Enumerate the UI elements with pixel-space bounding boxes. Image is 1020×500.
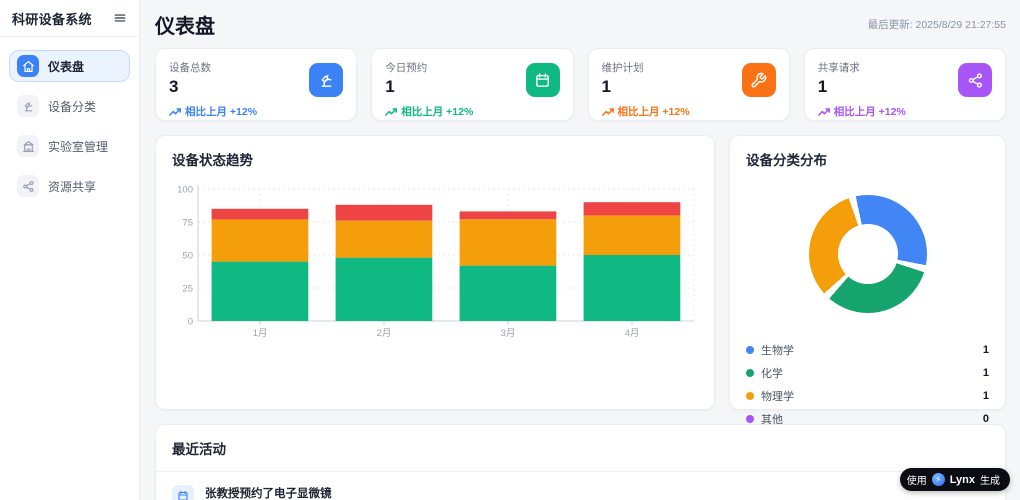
svg-text:50: 50	[182, 251, 193, 262]
legend-item-chemistry: 化学 1	[746, 361, 989, 384]
stat-trend-text: 相比上月 +12%	[833, 106, 906, 118]
app-title: 科研设备系统	[12, 11, 92, 27]
stat-value: 1	[385, 77, 395, 96]
stat-trend: 相比上月 +12%	[169, 104, 343, 119]
activity-item[interactable]: 张教授预约了电子显微镜 10分钟前	[156, 472, 1005, 500]
legend-label: 其他	[761, 413, 783, 426]
stat-value: 1	[817, 77, 828, 96]
recent-activity-card: 最近活动 张教授预约了电子显微镜 10分钟前	[155, 424, 1006, 500]
stat-label: 维护计划	[601, 62, 644, 74]
sidebar-nav: 仪表盘 设备分类 实验室管理 资源共享	[0, 37, 139, 223]
calendar-icon	[525, 63, 560, 97]
badge-prefix: 使用	[906, 476, 927, 487]
legend-dot	[746, 391, 754, 400]
legend-item-biology: 生物学 1	[746, 338, 989, 361]
legend-value: 1	[982, 389, 989, 402]
sidebar: 科研设备系统 仪表盘 设备分类 实验室管理 资源共享	[0, 0, 140, 500]
stat-card-share-requests: 共享请求 1 相比上月 +12%	[803, 48, 1006, 121]
sidebar-item-dashboard[interactable]: 仪表盘	[9, 50, 130, 82]
sidebar-item-resource-sharing[interactable]: 资源共享	[9, 170, 130, 202]
badge-suffix: 生成	[980, 476, 1000, 487]
legend-dot	[746, 345, 754, 354]
page-header: 仪表盘 最后更新: 2025/8/29 21:27:55	[155, 10, 1006, 39]
stats-row: 设备总数 3 相比上月 +12% 今日预约 1 相比上月 +12% 维护计划 1	[155, 48, 1006, 121]
home-icon	[17, 55, 39, 77]
share-icon	[17, 175, 39, 197]
badge-brand: Lynx	[949, 473, 975, 486]
legend-label: 生物学	[761, 344, 794, 357]
stat-value: 3	[169, 77, 179, 96]
recent-activity-title: 最近活动	[156, 425, 1005, 472]
stat-label: 今日预约	[385, 62, 428, 74]
trending-up-icon	[601, 107, 614, 117]
donut-chart-title: 设备分类分布	[746, 153, 827, 168]
last-updated-text: 最后更新: 2025/8/29 21:27:55	[867, 19, 1006, 31]
menu-toggle-icon[interactable]	[113, 11, 127, 25]
bar-chart-title: 设备状态趋势	[172, 153, 253, 168]
legend-label: 物理学	[761, 390, 794, 403]
share-icon	[958, 63, 992, 97]
legend-value: 0	[982, 412, 989, 425]
trending-up-icon	[169, 107, 181, 117]
svg-text:4月: 4月	[625, 328, 640, 339]
legend-value: 1	[982, 366, 989, 379]
calendar-icon	[172, 485, 194, 500]
svg-text:100: 100	[177, 185, 193, 196]
svg-text:1月: 1月	[253, 328, 268, 339]
microscope-icon	[17, 95, 39, 117]
sidebar-item-device-categories[interactable]: 设备分类	[9, 90, 130, 122]
sidebar-item-lab-management[interactable]: 实验室管理	[9, 130, 130, 162]
stat-card-total-devices: 设备总数 3 相比上月 +12%	[155, 48, 358, 121]
activity-text: 张教授预约了电子显微镜	[205, 488, 332, 500]
trending-up-icon	[817, 107, 830, 117]
svg-text:3月: 3月	[501, 328, 516, 339]
sidebar-item-label: 设备分类	[48, 99, 97, 114]
stat-trend-text: 相比上月 +12%	[185, 106, 258, 118]
svg-text:25: 25	[182, 284, 193, 295]
stat-trend-text: 相比上月 +12%	[617, 106, 690, 118]
stat-trend-text: 相比上月 +12%	[401, 106, 474, 118]
device-status-trend-card: 设备状态趋势 0 25 50 75 100 1月 2月 3月 4月	[155, 135, 715, 410]
stat-value: 1	[601, 77, 611, 96]
charts-row: 设备状态趋势 0 25 50 75 100 1月 2月 3月 4月 设备分类分布 生物学 1 化…	[155, 135, 1006, 426]
legend-label: 化学	[761, 367, 783, 380]
stat-trend: 相比上月 +12%	[601, 104, 776, 119]
trending-up-icon	[385, 107, 398, 117]
legend-item-physics: 物理学 1	[746, 384, 989, 407]
donut-legend: 生物学 1 化学 1 物理学 1 其他 0	[746, 338, 989, 430]
svg-text:2月: 2月	[377, 328, 392, 339]
wrench-icon	[741, 63, 776, 97]
bar-chart: 0 25 50 75 100 1月 2月 3月 4月	[177, 185, 695, 339]
donut-hole	[837, 224, 898, 284]
stat-card-maintenance-plans: 维护计划 1 相比上月 +12%	[587, 48, 790, 121]
stat-trend: 相比上月 +12%	[817, 104, 992, 119]
legend-dot	[746, 414, 754, 423]
sidebar-item-label: 实验室管理	[48, 139, 109, 154]
svg-text:0: 0	[188, 317, 193, 328]
sidebar-header: 科研设备系统	[0, 0, 139, 37]
microscope-icon	[309, 63, 344, 97]
main-content: 仪表盘 最后更新: 2025/8/29 21:27:55 设备总数 3 相比上月…	[141, 0, 1020, 500]
stat-card-today-reservations: 今日预约 1 相比上月 +12%	[371, 48, 574, 121]
page-title: 仪表盘	[155, 16, 215, 38]
legend-dot	[746, 368, 754, 377]
lynx-logo-icon: ⚡	[931, 473, 945, 486]
bar-chart-area: 0 25 50 75 100 1月 2月 3月 4月	[172, 179, 698, 343]
stat-label: 共享请求	[817, 62, 860, 74]
legend-item-other: 其他 0	[746, 407, 989, 430]
building-icon	[17, 135, 39, 157]
donut-chart	[808, 195, 927, 313]
activity-item-body: 张教授预约了电子显微镜 10分钟前	[205, 485, 332, 500]
lynx-badge[interactable]: 使用 ⚡ Lynx 生成	[899, 468, 1010, 491]
device-category-distribution-card: 设备分类分布 生物学 1 化学 1 物理学 1	[729, 135, 1006, 426]
stat-trend: 相比上月 +12%	[385, 104, 559, 119]
sidebar-item-label: 资源共享	[48, 179, 97, 194]
legend-value: 1	[982, 343, 989, 356]
sidebar-item-label: 仪表盘	[48, 59, 85, 74]
svg-text:75: 75	[182, 218, 193, 229]
stat-label: 设备总数	[169, 62, 211, 74]
